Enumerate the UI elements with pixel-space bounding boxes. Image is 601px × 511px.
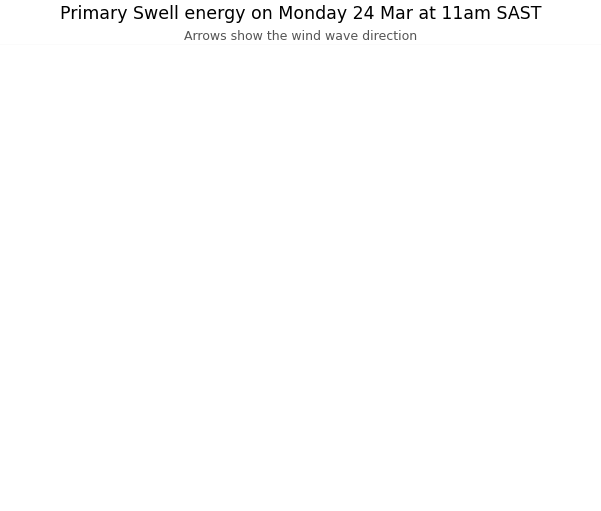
Text: Arrows show the wind wave direction: Arrows show the wind wave direction (184, 30, 417, 43)
Text: Primary Swell energy on Monday 24 Mar at 11am SAST: Primary Swell energy on Monday 24 Mar at… (59, 6, 542, 24)
Text: cartopy required: cartopy required (219, 268, 382, 288)
